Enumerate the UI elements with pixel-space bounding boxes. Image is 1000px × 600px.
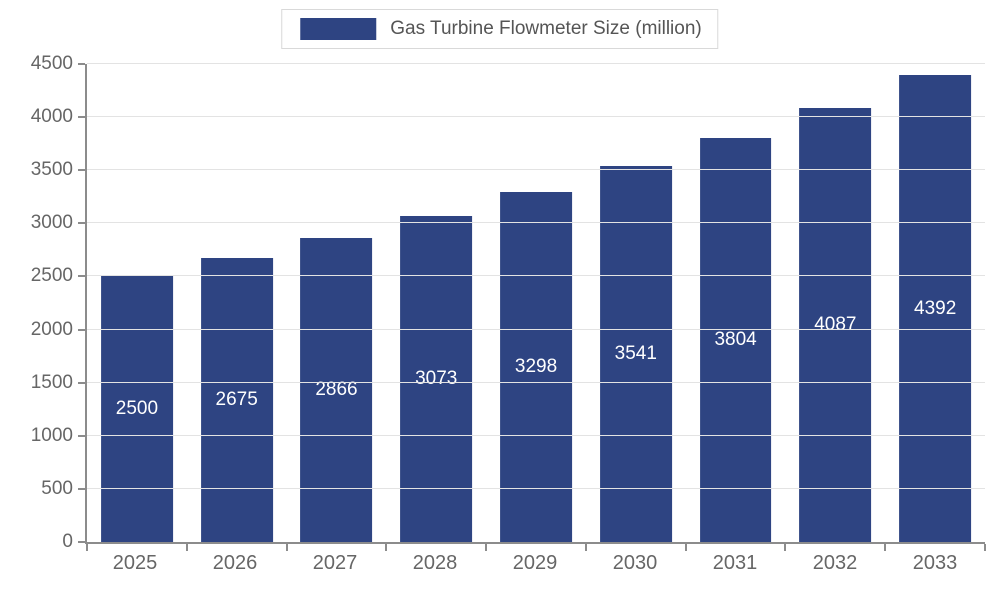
x-axis-tick bbox=[285, 544, 288, 551]
bar bbox=[400, 215, 473, 542]
x-axis-category-label: 2025 bbox=[112, 552, 158, 574]
bar-value-label: 3541 bbox=[614, 342, 657, 364]
bar-cell: 3073 bbox=[386, 64, 486, 542]
bar-value-label: 3073 bbox=[415, 367, 458, 389]
x-axis-tick bbox=[185, 544, 188, 551]
x-axis-tick bbox=[385, 544, 388, 551]
gridline bbox=[87, 487, 985, 489]
bar bbox=[599, 165, 672, 542]
gridline bbox=[87, 381, 985, 383]
bar bbox=[300, 237, 373, 542]
x-axis-tick bbox=[984, 544, 986, 551]
chart-title: Gas Turbine Flowmeter Size (million) bbox=[390, 18, 702, 39]
y-axis-tick bbox=[78, 63, 85, 65]
x-axis-tick bbox=[784, 544, 787, 551]
bar-cell: 3804 bbox=[686, 64, 786, 542]
y-axis-tick bbox=[78, 328, 85, 331]
bar-cell: 3298 bbox=[486, 64, 586, 542]
x-axis-labels: 2025 2026 2027 2028 2029 2030 2031 2032 2033 bbox=[85, 552, 985, 575]
bar bbox=[699, 137, 772, 542]
chart-legend: Gas Turbine Flowmeter Size (million) bbox=[281, 9, 719, 49]
bar-value-label: 4392 bbox=[914, 297, 957, 319]
y-axis-tick bbox=[78, 434, 85, 437]
gridline bbox=[87, 328, 985, 330]
x-axis-tick bbox=[584, 544, 587, 551]
bar bbox=[799, 107, 872, 542]
gridline bbox=[87, 275, 985, 277]
bar-value-label: 2675 bbox=[215, 388, 258, 410]
y-axis-tick-label: 3000 bbox=[30, 212, 73, 234]
bar-cell: 2500 bbox=[87, 64, 187, 542]
x-axis-category-label: 2031 bbox=[712, 552, 758, 574]
y-axis-tick-label: 1000 bbox=[30, 424, 73, 446]
x-axis-category-label: 2029 bbox=[512, 552, 558, 574]
y-axis-tick bbox=[78, 487, 85, 490]
y-axis-tick bbox=[78, 116, 85, 119]
x-axis-tick bbox=[485, 544, 488, 551]
y-axis-tick bbox=[78, 381, 85, 384]
y-axis-tick bbox=[78, 222, 85, 225]
bar-value-label: 4087 bbox=[814, 313, 857, 335]
x-axis-category-label: 2027 bbox=[312, 552, 358, 574]
legend-swatch bbox=[300, 18, 377, 40]
y-axis-tick-label: 4500 bbox=[30, 53, 73, 74]
gridline bbox=[87, 63, 985, 64]
y-axis-tick-label: 4000 bbox=[30, 106, 73, 128]
bar bbox=[100, 276, 173, 542]
y-axis-tick-label: 0 bbox=[62, 531, 73, 552]
x-axis-category-label: 2026 bbox=[212, 552, 258, 574]
bar-value-label: 2500 bbox=[115, 398, 159, 420]
bar-cell: 4087 bbox=[785, 64, 885, 542]
bar-cell: 4392 bbox=[885, 64, 985, 542]
y-axis-tick-label: 3500 bbox=[30, 159, 73, 181]
bar-cell: 2866 bbox=[287, 64, 387, 542]
gridline bbox=[87, 434, 985, 436]
gridline bbox=[87, 222, 985, 224]
y-axis-tick-label: 500 bbox=[41, 477, 73, 499]
plot-area: 2500 2675 2866 3073 3298 3541 3804 4087 4392 0 50… bbox=[31, 53, 986, 552]
x-axis-category-label: 2033 bbox=[912, 552, 958, 574]
bar bbox=[899, 75, 972, 542]
bar-value-label: 3298 bbox=[514, 355, 558, 377]
y-axis-tick-label: 2500 bbox=[30, 265, 73, 287]
y-axis-tick bbox=[78, 275, 85, 278]
y-axis-tick bbox=[78, 541, 85, 543]
bar-cell: 2675 bbox=[187, 64, 287, 542]
x-axis-category-label: 2030 bbox=[612, 552, 658, 574]
y-axis-tick-label: 2000 bbox=[30, 318, 73, 340]
y-axis-tick-label: 1500 bbox=[30, 371, 73, 393]
bars-container: 2500 2675 2866 3073 3298 3541 3804 4087 4392 bbox=[87, 64, 985, 542]
y-axis-tick bbox=[78, 169, 85, 172]
x-axis-tick bbox=[884, 544, 887, 551]
x-axis-tick bbox=[86, 544, 88, 551]
x-axis-category-label: 2028 bbox=[412, 552, 458, 574]
x-axis-tick bbox=[684, 544, 687, 551]
bar-value-label: 3804 bbox=[714, 328, 757, 350]
bar-value-label: 2866 bbox=[315, 378, 358, 400]
bar bbox=[500, 191, 572, 542]
gridline bbox=[87, 116, 985, 118]
bar-cell: 3541 bbox=[586, 64, 686, 542]
gridline bbox=[87, 169, 985, 171]
x-axis-category-label: 2032 bbox=[812, 552, 858, 574]
bar bbox=[200, 257, 273, 542]
